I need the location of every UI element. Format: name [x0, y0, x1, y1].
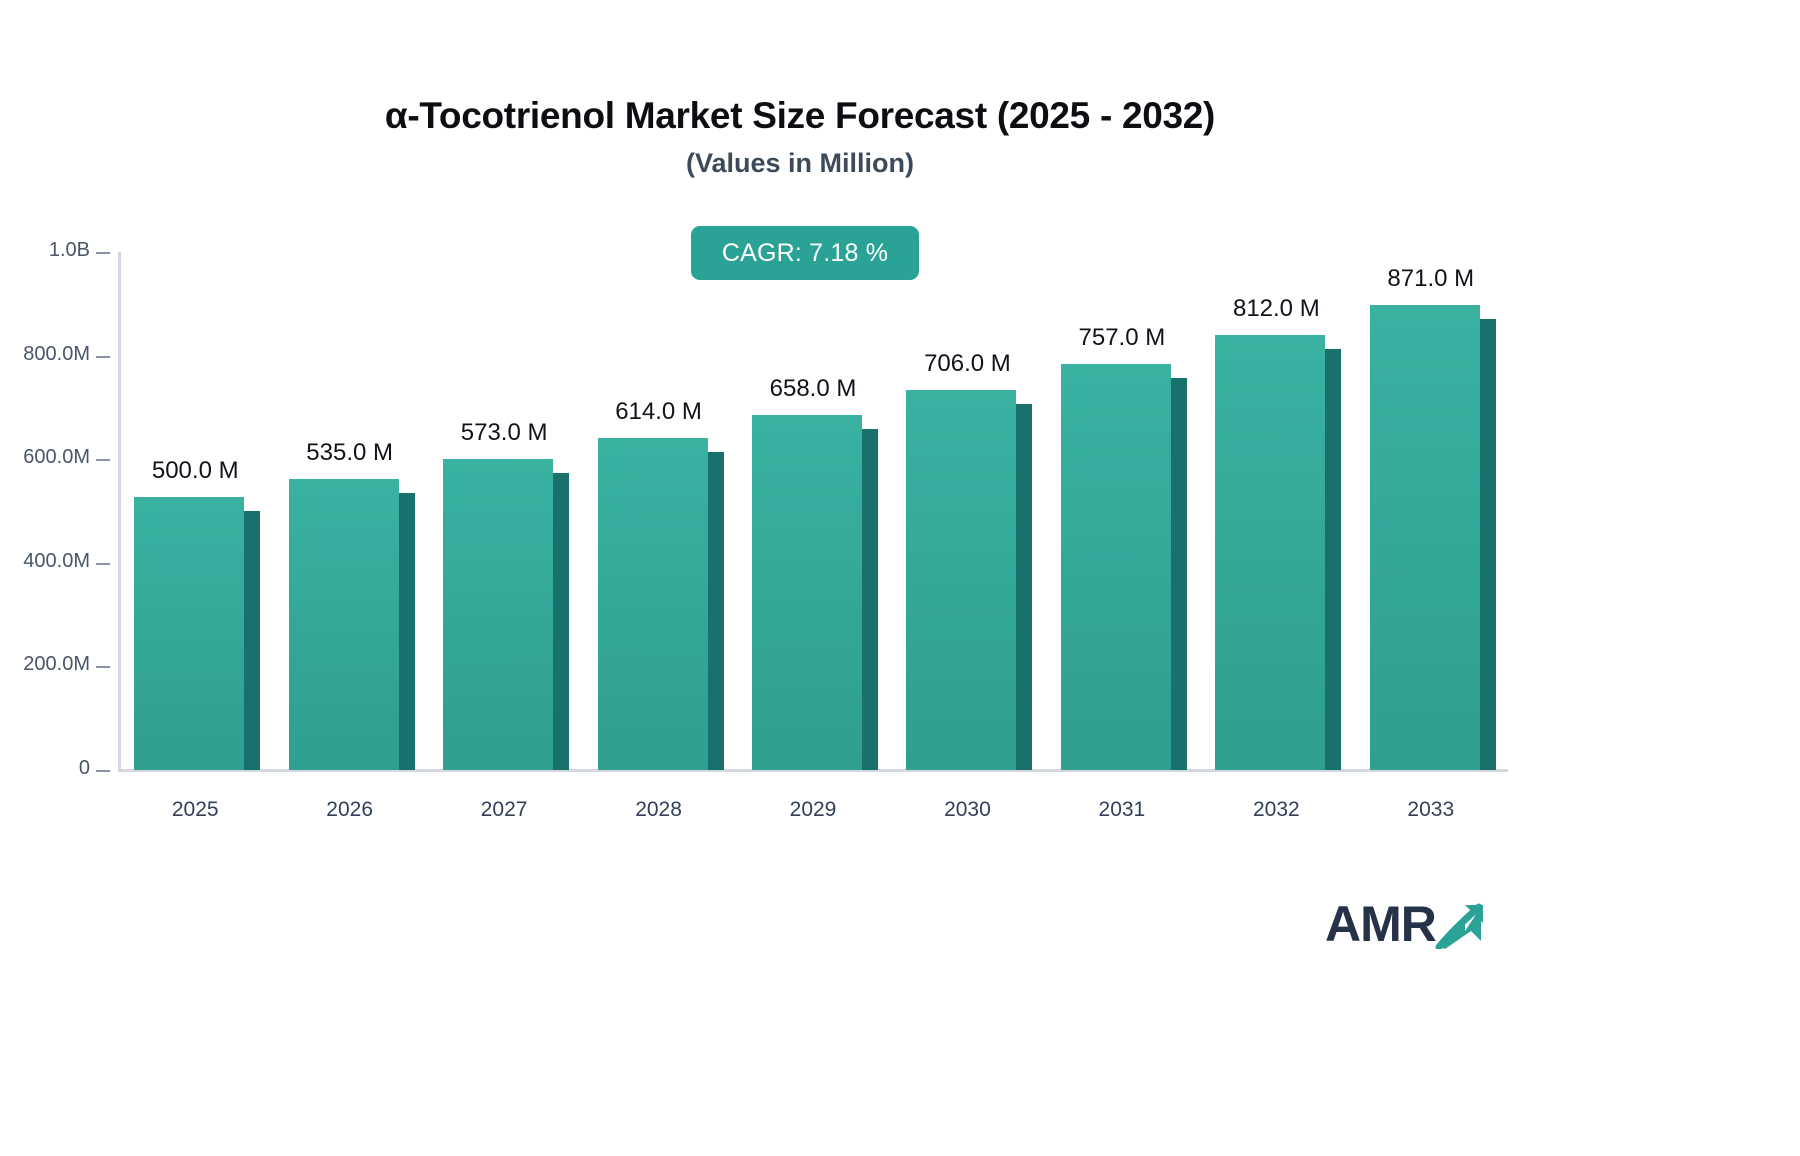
- growth-arrow-icon: [1435, 903, 1483, 949]
- x-axis-label: 2026: [326, 798, 374, 821]
- y-axis-line: [118, 252, 121, 770]
- bar-side-panel: [553, 473, 570, 770]
- amr-logo: AMR: [1325, 895, 1485, 957]
- bar-value-label: 871.0 M: [1387, 264, 1475, 292]
- bar-value-label: 658.0 M: [769, 375, 857, 403]
- x-axis-label: 2029: [789, 798, 837, 821]
- bar-front-face: [443, 459, 554, 770]
- bar: [288, 478, 415, 770]
- bar-value-label: 500.0 M: [151, 457, 239, 484]
- bar: [443, 459, 570, 770]
- x-axis-label: 2027: [480, 798, 528, 821]
- bar-side-panel: [398, 492, 415, 770]
- bar-value-label: 706.0 M: [924, 350, 1011, 378]
- bar-value-label: 535.0 M: [306, 438, 394, 466]
- x-axis-label: 2031: [1098, 798, 1146, 821]
- bar: [906, 390, 1033, 770]
- x-axis-label: 2025: [171, 798, 219, 821]
- x-axis-label: 2033: [1407, 798, 1455, 821]
- y-axis-tick-mark: [96, 666, 110, 669]
- bar-front-face: [134, 497, 245, 770]
- bar-front-face: [1215, 335, 1326, 770]
- bar-front-face: [906, 390, 1017, 770]
- chart-title: α-Tocotrienol Market Size Forecast (2025…: [384, 95, 1216, 136]
- y-axis-tick-mark: [96, 252, 110, 254]
- y-axis-tick-mark: [96, 459, 110, 462]
- cagr-badge-label: CAGR: 7.18 %: [721, 238, 889, 267]
- x-axis-label: 2032: [1252, 798, 1300, 821]
- bar-value-label: 757.0 M: [1078, 323, 1166, 351]
- bar-side-panel: [244, 511, 261, 770]
- bar-value-label: 614.0 M: [615, 397, 702, 425]
- y-axis-tick-label: 200.0M: [23, 653, 90, 676]
- bar: [752, 415, 878, 770]
- y-axis-tick-label: 800.0M: [23, 342, 90, 365]
- bar-side-panel: [1479, 318, 1496, 770]
- cagr-badge: CAGR: 7.18 %: [691, 226, 919, 280]
- bar-front-face: [1060, 363, 1171, 770]
- y-axis-tick-label: 1.0B: [48, 239, 90, 261]
- bar-side-panel: [862, 429, 878, 770]
- bar-side-panel: [707, 451, 724, 770]
- bar-front-face: [752, 415, 862, 770]
- y-axis-tick-mark: [96, 562, 110, 565]
- x-axis-line: [118, 769, 1508, 772]
- y-axis-tick-label: 400.0M: [23, 549, 90, 572]
- bar: [597, 437, 724, 770]
- y-axis-tick-mark: [96, 355, 110, 358]
- bar: [134, 497, 261, 770]
- bar-value-label: 812.0 M: [1232, 295, 1320, 323]
- logo-wordmark: AMR: [1325, 896, 1437, 952]
- bar-series: [118, 252, 1508, 770]
- bar-value-label: 573.0 M: [460, 419, 548, 447]
- plot-area: [118, 252, 1508, 772]
- y-axis-tick-label: 600.0M: [23, 446, 90, 469]
- x-axis-label: 2030: [944, 798, 991, 821]
- bar-side-panel: [1170, 377, 1187, 770]
- y-axis-tick-mark: [96, 770, 110, 772]
- bar: [1060, 363, 1187, 770]
- bar-side-panel: [1016, 404, 1033, 770]
- chart-subtitle: (Values in Million): [685, 148, 915, 178]
- bar-front-face: [597, 437, 708, 770]
- bar-front-face: [288, 478, 399, 770]
- y-axis-tick-label: 0: [78, 757, 90, 779]
- x-axis-label: 2028: [635, 798, 682, 821]
- bar: [1369, 304, 1496, 770]
- bar-front-face: [1369, 304, 1480, 770]
- bar: [1215, 335, 1342, 770]
- bar-side-panel: [1325, 349, 1342, 770]
